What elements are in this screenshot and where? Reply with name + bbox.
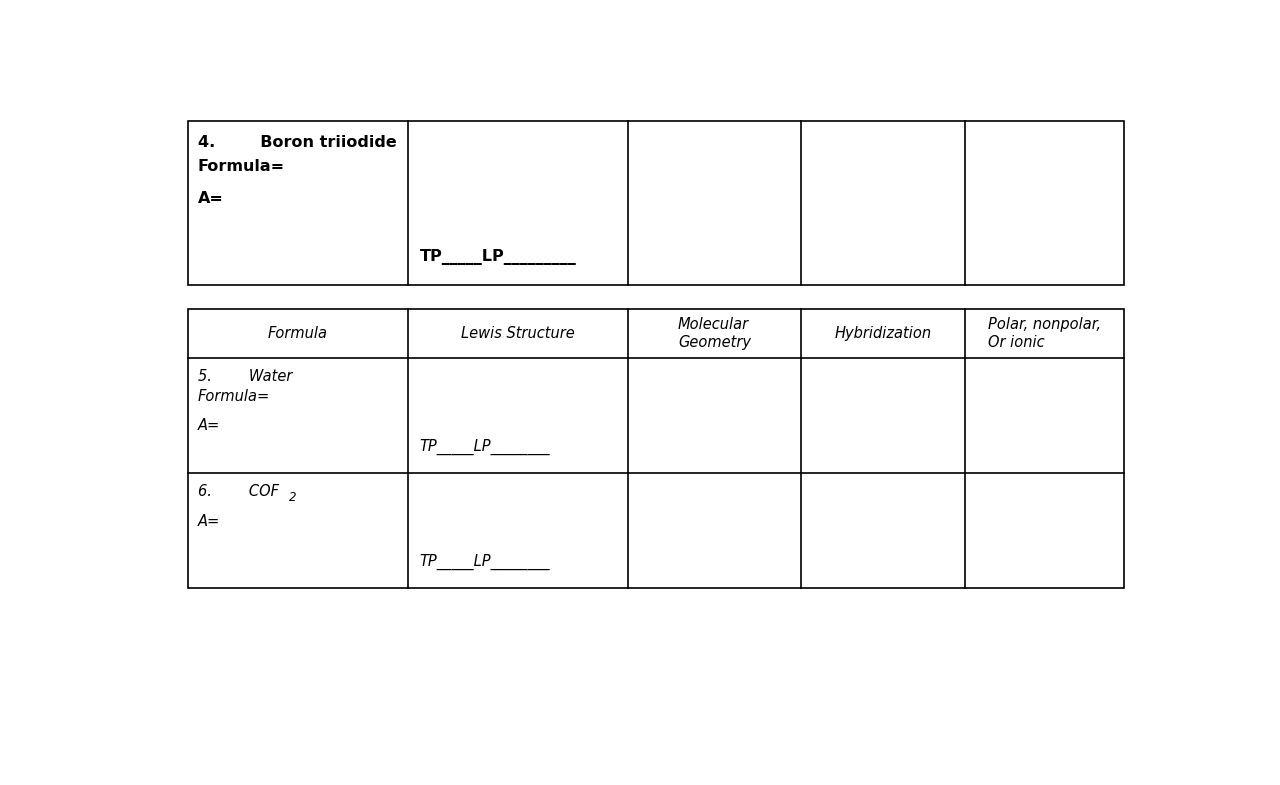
Text: Formula=: Formula= bbox=[197, 159, 285, 173]
Text: 5.        Water: 5. Water bbox=[197, 369, 292, 384]
Bar bbox=[188, 122, 1124, 285]
Text: 6.        COF: 6. COF bbox=[197, 484, 279, 499]
Text: Polar, nonpolar,
Or ionic: Polar, nonpolar, Or ionic bbox=[988, 317, 1101, 350]
Text: Lewis Structure: Lewis Structure bbox=[461, 326, 575, 341]
Text: A=: A= bbox=[197, 191, 224, 206]
Text: TP_____LP________: TP_____LP________ bbox=[420, 439, 550, 455]
Text: TP_____LP________: TP_____LP________ bbox=[420, 553, 550, 570]
Text: 2: 2 bbox=[289, 491, 297, 504]
Bar bbox=[188, 309, 1124, 588]
Text: 4.        Boron triiodide: 4. Boron triiodide bbox=[197, 135, 397, 150]
Text: Molecular
Geometry: Molecular Geometry bbox=[678, 317, 751, 350]
Text: Formula=: Formula= bbox=[197, 389, 270, 403]
Text: A=: A= bbox=[197, 418, 220, 433]
Text: A=: A= bbox=[197, 514, 220, 529]
Text: TP_____LP_________: TP_____LP_________ bbox=[420, 250, 576, 265]
Text: Hybridization: Hybridization bbox=[835, 326, 932, 341]
Text: Formula: Formula bbox=[268, 326, 328, 341]
